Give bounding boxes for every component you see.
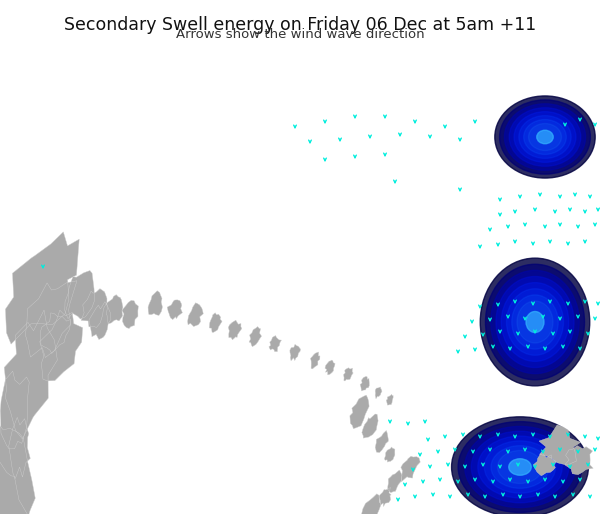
Polygon shape xyxy=(385,447,395,462)
Polygon shape xyxy=(269,336,281,352)
Polygon shape xyxy=(290,344,300,361)
Polygon shape xyxy=(249,326,261,346)
Ellipse shape xyxy=(528,123,561,151)
Polygon shape xyxy=(325,360,335,375)
Ellipse shape xyxy=(495,96,595,178)
Polygon shape xyxy=(188,303,203,326)
Polygon shape xyxy=(106,295,123,324)
Polygon shape xyxy=(379,487,391,506)
Polygon shape xyxy=(311,352,320,369)
Ellipse shape xyxy=(496,277,574,368)
Ellipse shape xyxy=(471,431,569,503)
Text: Secondary Swell energy on Friday 06 Dec at 5am +11: Secondary Swell energy on Friday 06 Dec … xyxy=(64,15,537,33)
Polygon shape xyxy=(4,310,57,439)
Polygon shape xyxy=(539,425,581,465)
Polygon shape xyxy=(401,456,420,482)
Polygon shape xyxy=(344,368,353,381)
Polygon shape xyxy=(386,394,393,405)
Polygon shape xyxy=(40,310,83,381)
Polygon shape xyxy=(362,414,378,438)
Ellipse shape xyxy=(498,450,543,484)
Polygon shape xyxy=(0,371,29,449)
Ellipse shape xyxy=(484,441,556,493)
Ellipse shape xyxy=(526,311,544,333)
Polygon shape xyxy=(375,387,382,399)
Ellipse shape xyxy=(491,270,579,374)
Ellipse shape xyxy=(478,436,562,498)
Ellipse shape xyxy=(501,283,569,361)
Ellipse shape xyxy=(451,417,588,514)
Polygon shape xyxy=(359,494,381,514)
Ellipse shape xyxy=(523,120,566,154)
Ellipse shape xyxy=(499,100,590,174)
Polygon shape xyxy=(0,426,35,514)
Ellipse shape xyxy=(509,108,581,166)
Ellipse shape xyxy=(504,104,585,170)
Polygon shape xyxy=(565,446,593,474)
Polygon shape xyxy=(5,232,79,344)
Ellipse shape xyxy=(517,301,553,343)
Polygon shape xyxy=(81,289,107,327)
Ellipse shape xyxy=(509,459,531,475)
Ellipse shape xyxy=(507,289,564,355)
Polygon shape xyxy=(533,454,557,475)
Polygon shape xyxy=(9,417,30,479)
Polygon shape xyxy=(350,395,369,429)
Polygon shape xyxy=(40,313,71,354)
Text: Arrows show the wind wave direction: Arrows show the wind wave direction xyxy=(176,28,425,41)
Polygon shape xyxy=(89,302,111,340)
Ellipse shape xyxy=(537,130,554,144)
Ellipse shape xyxy=(465,427,575,507)
Ellipse shape xyxy=(514,112,576,162)
Polygon shape xyxy=(148,291,162,316)
Polygon shape xyxy=(122,300,138,328)
Polygon shape xyxy=(65,270,94,319)
Ellipse shape xyxy=(491,446,549,488)
Polygon shape xyxy=(388,470,402,492)
Ellipse shape xyxy=(486,264,585,380)
Polygon shape xyxy=(360,377,369,391)
Ellipse shape xyxy=(511,295,558,349)
Polygon shape xyxy=(0,461,30,514)
Ellipse shape xyxy=(519,116,571,158)
Polygon shape xyxy=(228,320,242,340)
Polygon shape xyxy=(25,281,77,358)
Polygon shape xyxy=(167,300,182,320)
Polygon shape xyxy=(209,313,222,332)
Polygon shape xyxy=(375,431,388,452)
Ellipse shape xyxy=(458,421,582,512)
Ellipse shape xyxy=(480,258,590,386)
